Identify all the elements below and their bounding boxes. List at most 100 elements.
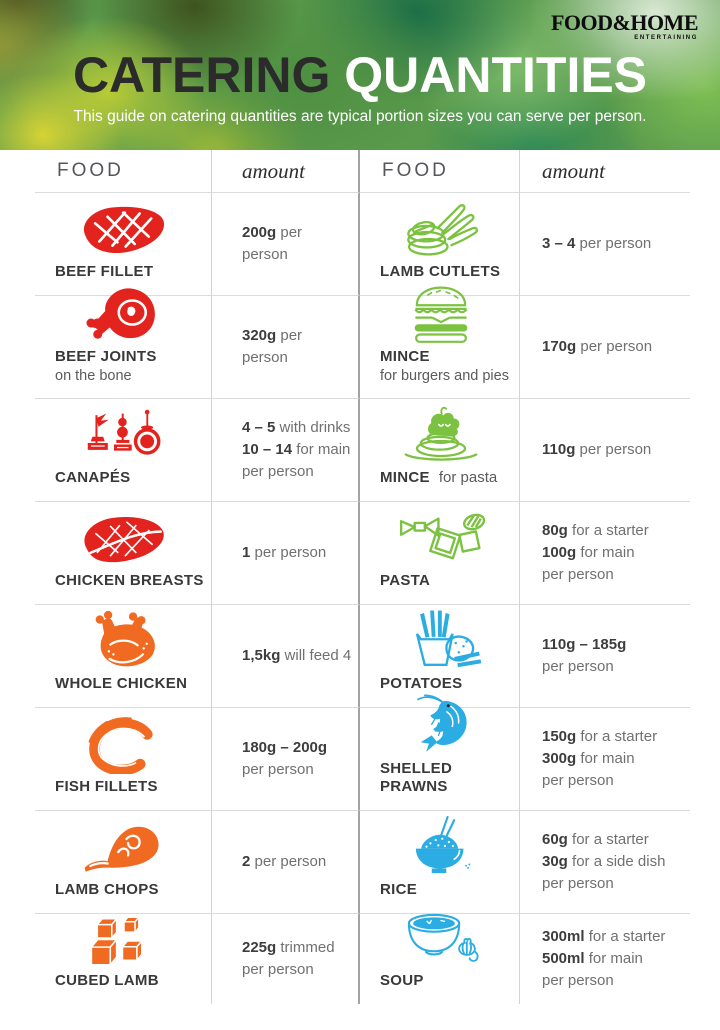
- amount-value: 1: [242, 544, 251, 561]
- amount-line: 170g per person: [542, 336, 684, 358]
- amount-desc: for a starter: [576, 728, 658, 745]
- amount-chicken-breasts: 1 per person: [212, 502, 360, 605]
- amount-pasta: 80g for a starter 100g for main per pers…: [520, 502, 690, 605]
- pasta-icon: [380, 508, 515, 572]
- amount-line: 3 – 4 per person: [542, 233, 684, 255]
- food-name: PASTA: [380, 572, 431, 590]
- soup-bowl-icon: [380, 906, 515, 972]
- amount-value: 110g: [542, 441, 576, 458]
- amount-desc: for a starter: [567, 831, 649, 848]
- prawn-icon: [380, 692, 515, 760]
- amount-desc: per person: [242, 961, 314, 978]
- title-quantities: QUANTITIES: [344, 47, 648, 103]
- amount-desc: for a starter: [584, 928, 666, 945]
- amount-line: per person: [542, 770, 684, 792]
- amount-line: 225g trimmed: [242, 937, 352, 959]
- amount-desc: per person: [542, 772, 614, 789]
- canapes-icon: [55, 405, 207, 469]
- lamb-cutlets-icon: [380, 197, 515, 263]
- amount-soup: 300ml for a starter 500ml for main per p…: [520, 914, 690, 1004]
- amount-line: 10 – 14 for main: [242, 439, 352, 461]
- amount-line: 110g per person: [542, 439, 684, 461]
- lamb-cubes-icon: [55, 912, 207, 972]
- food-item-lamb-chops: LAMB CHOPS: [35, 811, 212, 914]
- amount-line: per person: [242, 959, 352, 981]
- amount-desc: trimmed: [276, 939, 335, 956]
- amount-desc: per person: [242, 463, 314, 480]
- amount-line: per person: [542, 564, 684, 586]
- title-catering: CATERING: [72, 47, 331, 103]
- amount-value: 2: [242, 853, 251, 870]
- amount-line: per person: [242, 759, 352, 781]
- amount-desc: per person: [242, 224, 303, 263]
- food-item-mince-pasta: MINCE for pasta: [360, 399, 520, 502]
- amount-value: 500ml: [542, 950, 585, 967]
- amount-value: 3 – 4: [542, 235, 576, 252]
- column-header-label: amount: [242, 158, 305, 183]
- amount-value: 300ml: [542, 928, 585, 945]
- amount-rice: 60g for a starter 30g for a side dish pe…: [520, 811, 690, 914]
- food-item-cubed-lamb: CUBED LAMB: [35, 914, 212, 1004]
- amount-cubed-lamb: 225g trimmed per person: [212, 914, 360, 1004]
- food-name: SOUP: [380, 972, 424, 990]
- amount-value: 150g: [542, 728, 577, 745]
- food-name: WHOLE CHICKEN: [55, 675, 188, 693]
- amount-line: 30g for a side dish: [542, 851, 684, 873]
- food-name: LAMB CUTLETS: [380, 263, 501, 281]
- amount-line: 110g – 185g: [542, 634, 684, 656]
- amount-line: 4 – 5 with drinks: [242, 417, 352, 439]
- amount-desc: for a starter: [567, 522, 649, 539]
- amount-desc: per person: [542, 875, 614, 892]
- amount-shelled-prawns: 150g for a starter 300g for main per per…: [520, 708, 690, 811]
- whole-chicken-icon: [55, 607, 207, 675]
- amount-line: per person: [542, 970, 684, 992]
- burger-icon: [380, 282, 515, 348]
- amount-lamb-cutlets: 3 – 4 per person: [520, 193, 690, 296]
- food-item-beef-joints: BEEF JOINTS on the bone: [35, 288, 212, 399]
- lamb-chop-icon: [55, 817, 207, 881]
- fish-fillet-icon: [55, 714, 207, 778]
- amount-line: 500ml for main: [542, 948, 684, 970]
- amount-line: 300g for main: [542, 748, 684, 770]
- food-item-beef-fillet: BEEF FILLET: [35, 193, 212, 296]
- amount-line: per person: [242, 461, 352, 483]
- food-name-text: MINCE: [380, 469, 430, 487]
- food-item-pasta: PASTA: [360, 502, 520, 605]
- amount-desc: for main: [576, 750, 635, 767]
- potatoes-icon: [380, 607, 515, 675]
- food-subtitle: for pasta: [438, 469, 498, 487]
- amount-desc: per person: [250, 544, 327, 561]
- amount-line: 150g for a starter: [542, 726, 684, 748]
- chicken-breast-icon: [55, 508, 207, 572]
- amount-desc: per person: [542, 658, 614, 675]
- amount-value: 1,5kg: [242, 647, 281, 664]
- amount-desc: for a side dish: [567, 853, 666, 870]
- amount-line: 300ml for a starter: [542, 926, 684, 948]
- amount-line: 60g for a starter: [542, 829, 684, 851]
- amount-value: 180g – 200g: [242, 739, 328, 756]
- amount-desc: per person: [575, 441, 652, 458]
- amount-value: 4 – 5: [242, 419, 276, 436]
- foodhome-logo: FOOD&HOME ENTERTAINING: [551, 12, 699, 42]
- amount-desc: per person: [542, 972, 614, 989]
- beef-joint-icon: [55, 282, 207, 348]
- food-subtitle: for burgers and pies: [380, 367, 509, 384]
- amount-value: 320g: [242, 327, 277, 344]
- food-name: MINCE: [380, 348, 430, 366]
- column-header-food-right: FOOD: [360, 150, 520, 193]
- amount-desc: for main: [576, 544, 635, 561]
- amount-value: 200g: [242, 224, 277, 241]
- amount-potatoes: 110g – 185g per person: [520, 605, 690, 708]
- amount-line: 180g – 200g: [242, 737, 352, 759]
- amount-value: 225g: [242, 939, 277, 956]
- food-name: MINCE for pasta: [380, 469, 515, 488]
- food-item-canapes: CANAPÉS: [35, 399, 212, 502]
- food-name: LAMB CHOPS: [55, 881, 159, 899]
- amount-mince-pasta: 110g per person: [520, 399, 690, 502]
- amount-line: 200g per person: [242, 222, 352, 266]
- amount-desc: per person: [542, 566, 614, 583]
- amount-desc: will feed 4: [280, 647, 352, 664]
- amount-value: 30g: [542, 853, 568, 870]
- food-name: POTATOES: [380, 675, 463, 693]
